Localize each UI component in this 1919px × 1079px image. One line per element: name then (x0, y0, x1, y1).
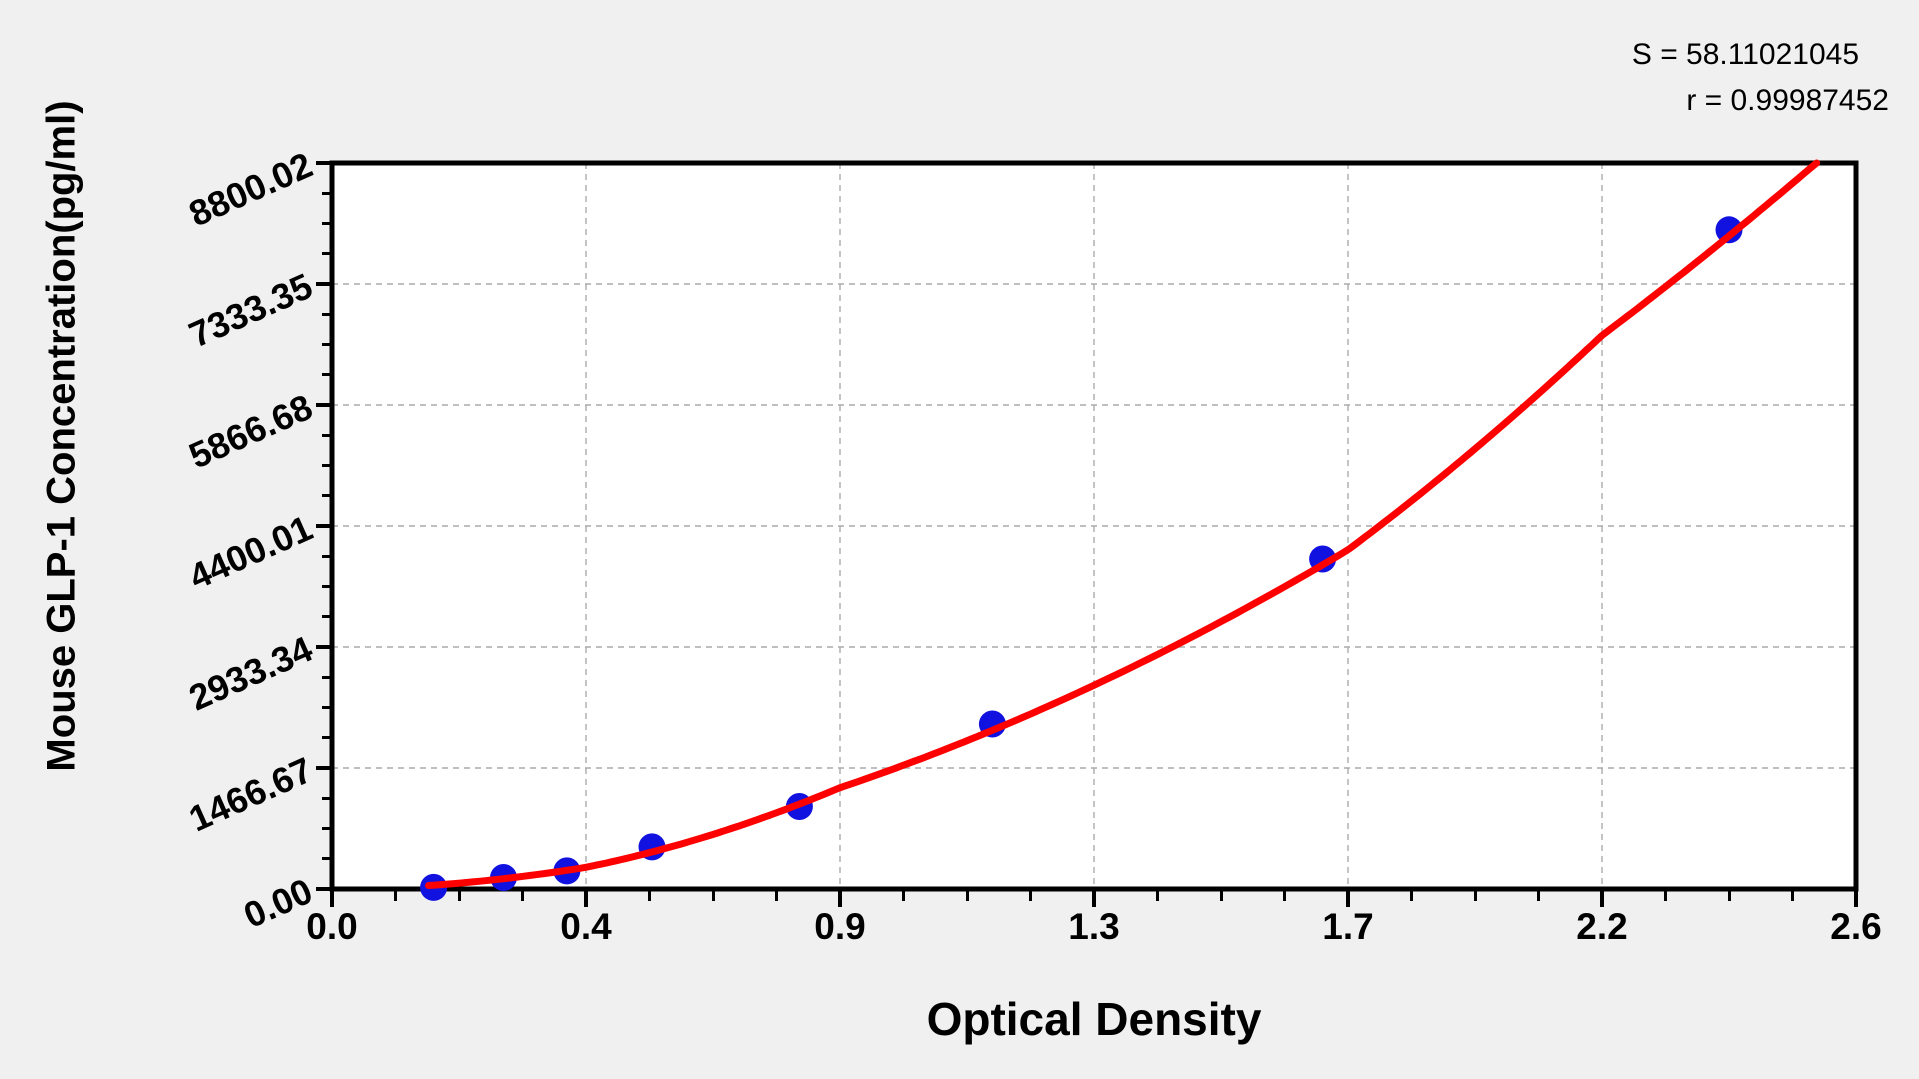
x-minor-tick (1537, 891, 1540, 901)
y-minor-tick (322, 615, 332, 619)
y-minor-tick (322, 343, 332, 346)
x-tick-label: 0.0 (306, 906, 358, 947)
y-axis-title: Mouse GLP-1 Concentration(pg/ml) (39, 100, 84, 772)
x-minor-tick (965, 891, 969, 901)
data-point (1715, 216, 1743, 244)
x-minor-tick (457, 891, 461, 901)
y-major-tick (316, 403, 332, 407)
y-minor-tick (322, 827, 332, 830)
plot-frame (329, 160, 1859, 892)
x-tick-label: 1.3 (1068, 906, 1120, 947)
y-major-tick (316, 282, 332, 286)
x-minor-tick (1219, 891, 1223, 901)
x-minor-tick (1727, 891, 1731, 901)
y-tick-label: 5866.68 (182, 386, 319, 477)
y-tick-label: 2933.34 (182, 628, 319, 719)
x-major-tick (1600, 891, 1604, 907)
x-tick-label: 1.7 (1322, 906, 1374, 947)
fit-r-value: r = 0.99987452 (1686, 84, 1889, 117)
y-major-tick (316, 524, 332, 528)
y-major-tick (316, 766, 332, 770)
y-tick-label: 7333.35 (182, 265, 319, 356)
x-tick-label: 0.9 (814, 906, 866, 947)
fit-statistics: S = 58.11021045 r = 0.99987452 (1632, 32, 1889, 124)
y-minor-tick (322, 252, 332, 256)
y-major-tick (316, 645, 332, 649)
y-tick-label: 1466.67 (182, 749, 319, 840)
x-minor-tick (711, 891, 715, 901)
fit-curve-line (425, 159, 1821, 889)
fit-s-value: S = 58.11021045 (1631, 38, 1859, 71)
plot-svg (329, 159, 1859, 901)
y-minor-tick (322, 494, 332, 498)
y-minor-tick (322, 222, 332, 225)
y-tick-label: 4400.01 (182, 507, 319, 598)
y-minor-tick (322, 554, 332, 558)
x-major-tick (584, 891, 588, 907)
x-tick-label: 2.6 (1830, 906, 1882, 947)
y-minor-tick (322, 312, 332, 316)
x-major-tick (330, 891, 334, 907)
x-major-tick (1346, 891, 1350, 907)
y-minor-tick (322, 796, 332, 800)
x-major-tick (1854, 891, 1858, 907)
y-minor-tick (322, 373, 332, 377)
y-minor-tick (322, 857, 332, 861)
x-minor-tick (775, 891, 778, 901)
x-minor-tick (1283, 891, 1286, 901)
x-minor-tick (1156, 891, 1159, 901)
x-tick-label: 0.4 (560, 906, 612, 947)
x-minor-tick (1410, 891, 1413, 901)
y-major-tick (316, 887, 332, 891)
plot-area (329, 159, 1859, 901)
y-major-tick (316, 161, 332, 165)
x-major-tick (1092, 891, 1096, 907)
x-tick-label: 2.2 (1576, 906, 1628, 947)
y-minor-tick (322, 736, 332, 740)
x-axis-title: Optical Density (926, 993, 1262, 1045)
x-minor-tick (521, 891, 524, 901)
y-minor-tick (322, 464, 332, 467)
x-minor-tick (1664, 891, 1667, 901)
y-tick-label: 8800.02 (182, 144, 319, 235)
x-minor-tick (1791, 891, 1794, 901)
x-minor-tick (1029, 891, 1032, 901)
x-minor-tick (1473, 891, 1477, 901)
y-minor-tick (322, 706, 332, 709)
x-major-tick (838, 891, 842, 907)
y-minor-tick (322, 675, 332, 679)
x-minor-tick (394, 891, 397, 901)
x-minor-tick (648, 891, 651, 901)
y-minor-tick (322, 433, 332, 437)
x-minor-tick (902, 891, 905, 901)
y-minor-tick (322, 585, 332, 588)
y-minor-tick (322, 191, 332, 195)
